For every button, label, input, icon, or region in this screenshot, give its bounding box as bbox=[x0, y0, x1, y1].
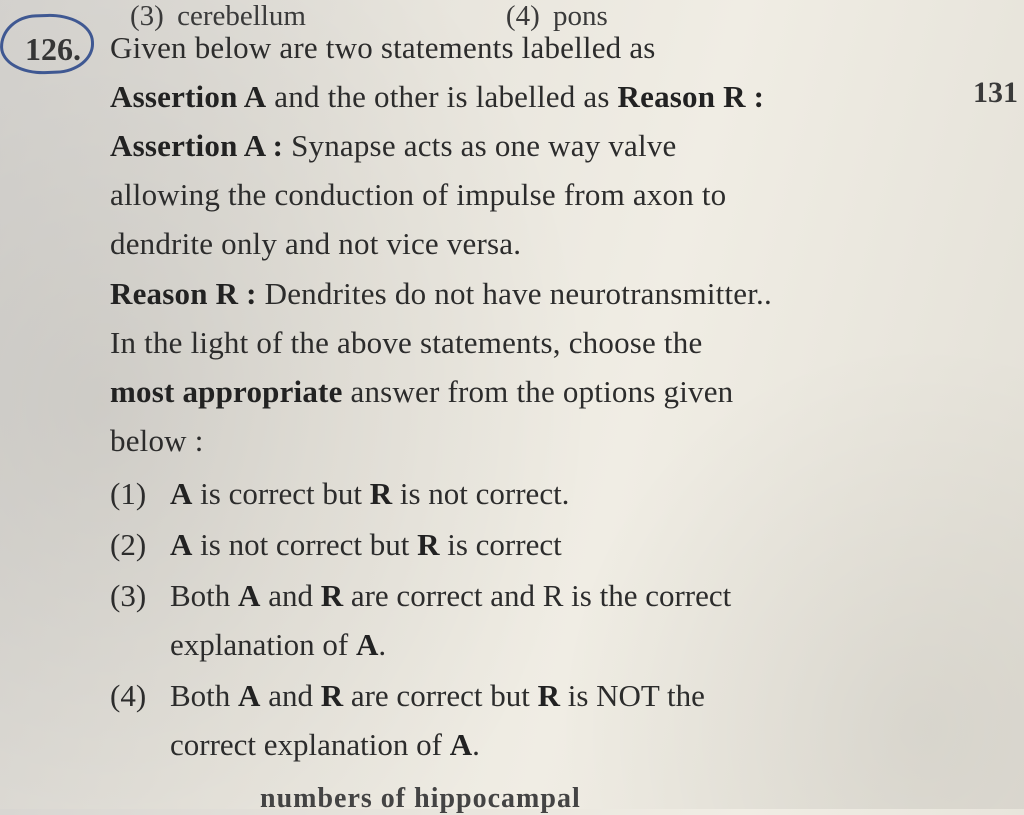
o1-mid: is correct but bbox=[192, 476, 369, 511]
assertion-text-1: Synapse acts as one way valve bbox=[291, 128, 676, 163]
assertion-line-3: dendrite only and not vice versa. bbox=[110, 220, 960, 267]
o3-5: are correct and R is the correct bbox=[343, 578, 731, 613]
assertion-a-label: Assertion A bbox=[110, 79, 266, 114]
o4-a: A bbox=[238, 678, 260, 713]
option-3-text: Both A and R are correct and R is the co… bbox=[170, 572, 731, 670]
instruction-line-3: below : bbox=[110, 417, 960, 464]
o2-r: R bbox=[417, 527, 439, 562]
o4-3: and bbox=[260, 678, 320, 713]
option-3: (3) Both A and R are correct and R is th… bbox=[110, 572, 960, 670]
page-container: (3) cerebellum (4) pons 126. 131 Given b… bbox=[0, 0, 1024, 809]
option-3-num: (3) bbox=[110, 572, 170, 619]
o3-3: and bbox=[260, 578, 320, 613]
instruction-bold: most appropriate bbox=[110, 374, 343, 409]
o3-r: R bbox=[321, 578, 343, 613]
o4-r: R bbox=[321, 678, 343, 713]
instruction-line-2-post: answer from the options given bbox=[343, 374, 734, 409]
option-2-text: A is not correct but R is correct bbox=[170, 521, 562, 570]
option-1: (1) A is correct but R is not correct. bbox=[110, 470, 960, 519]
intro-line-2: Assertion A and the other is labelled as… bbox=[110, 73, 960, 120]
options-block: (1) A is correct but R is not correct. (… bbox=[110, 470, 960, 770]
reason-text: Dendrites do not have neurotransmitter.. bbox=[265, 276, 772, 311]
reason-line: Reason R : Dendrites do not have neurotr… bbox=[110, 270, 960, 317]
instruction-line-1: In the light of the above statements, ch… bbox=[110, 319, 960, 366]
o1-r: R bbox=[370, 476, 392, 511]
option-1-text: A is correct but R is not correct. bbox=[170, 470, 569, 519]
assertion-label: Assertion A : bbox=[110, 128, 291, 163]
o1-a: A bbox=[170, 476, 192, 511]
question-body: Given below are two statements labelled … bbox=[110, 24, 960, 772]
intro-line-1: Given below are two statements labelled … bbox=[110, 24, 960, 71]
question-number: 126. bbox=[10, 22, 96, 76]
o1-end: is not correct. bbox=[392, 476, 569, 511]
o3-l2-1: explanation of bbox=[170, 627, 356, 662]
o2-end: is correct bbox=[439, 527, 561, 562]
o3-l2-a: A bbox=[356, 627, 378, 662]
assertion-line-2: allowing the conduction of impulse from … bbox=[110, 171, 960, 218]
o4-1: Both bbox=[170, 678, 238, 713]
assertion-line-1: Assertion A : Synapse acts as one way va… bbox=[110, 122, 960, 169]
reason-r-label: Reason R : bbox=[618, 79, 765, 114]
o4-7: is NOT the bbox=[560, 678, 705, 713]
intro-line-2-mid: and the other is labelled as bbox=[266, 79, 617, 114]
o4-l2-a: A bbox=[450, 727, 472, 762]
o2-mid: is not correct but bbox=[192, 527, 417, 562]
option-4: (4) Both A and R are correct but R is NO… bbox=[110, 672, 960, 770]
bottom-cutoff-text: numbers of hippocampal bbox=[260, 783, 581, 815]
reason-label: Reason R : bbox=[110, 276, 265, 311]
option-4-num: (4) bbox=[110, 672, 170, 719]
side-page-number: 131 bbox=[973, 76, 1018, 110]
o3-a: A bbox=[238, 578, 260, 613]
option-1-num: (1) bbox=[110, 470, 170, 517]
o3-1: Both bbox=[170, 578, 238, 613]
o2-a: A bbox=[170, 527, 192, 562]
option-2-num: (2) bbox=[110, 521, 170, 568]
o4-r2: R bbox=[538, 678, 560, 713]
o4-l2-3: . bbox=[472, 727, 480, 762]
o3-l2-3: . bbox=[378, 627, 386, 662]
o4-5: are correct but bbox=[343, 678, 538, 713]
option-2: (2) A is not correct but R is correct bbox=[110, 521, 960, 570]
o4-l2-1: correct explanation of bbox=[170, 727, 450, 762]
instruction-line-2: most appropriate answer from the options… bbox=[110, 368, 960, 415]
option-4-text: Both A and R are correct but R is NOT th… bbox=[170, 672, 705, 770]
